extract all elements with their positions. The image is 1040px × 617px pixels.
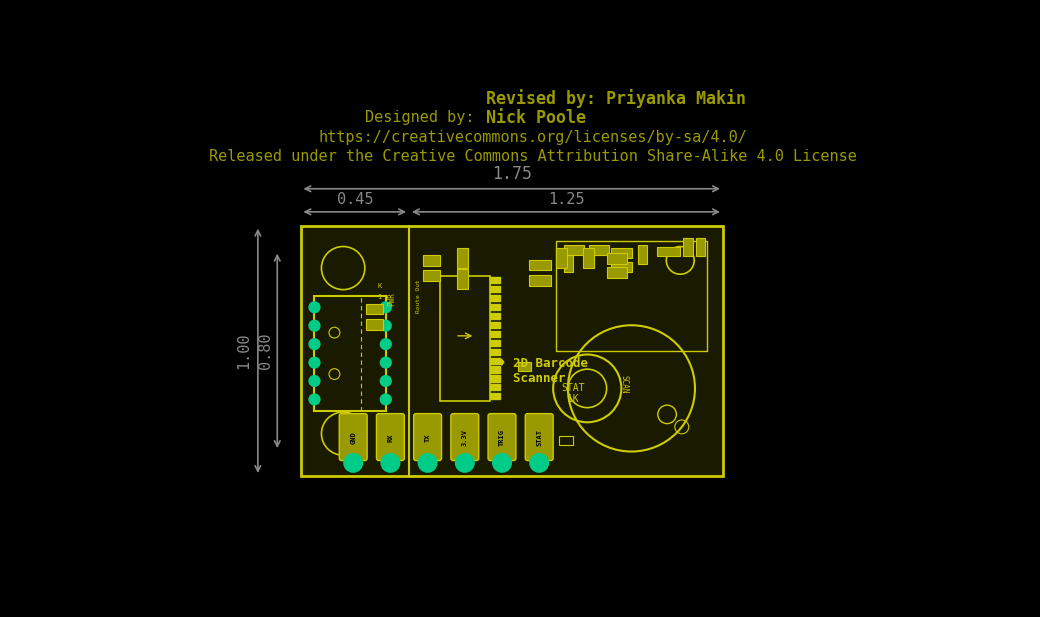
Bar <box>683 238 693 256</box>
Circle shape <box>309 320 320 331</box>
Bar <box>491 384 499 391</box>
Circle shape <box>381 394 391 405</box>
Bar <box>491 357 499 363</box>
Text: Route Out: Route Out <box>416 279 421 313</box>
Bar <box>491 295 499 301</box>
Text: TX: TX <box>424 433 431 442</box>
Text: Nick Poole: Nick Poole <box>487 109 587 127</box>
Text: 3.3V: 3.3V <box>462 429 468 446</box>
Text: GND: GND <box>350 431 357 444</box>
Bar <box>606 267 627 278</box>
Text: Revised by: Priyanka Makin: Revised by: Priyanka Makin <box>487 89 747 108</box>
Circle shape <box>381 453 399 472</box>
Bar <box>423 255 440 266</box>
Text: 1: 1 <box>378 294 382 300</box>
Circle shape <box>309 357 320 368</box>
Text: 0.45: 0.45 <box>337 193 373 207</box>
Bar <box>518 362 531 371</box>
Text: 1.75: 1.75 <box>492 165 531 183</box>
Bar <box>564 246 584 255</box>
Bar <box>491 277 499 283</box>
Bar <box>696 238 705 256</box>
Text: STAT: STAT <box>537 429 542 446</box>
FancyBboxPatch shape <box>376 413 405 460</box>
Circle shape <box>309 376 320 386</box>
Bar <box>556 241 707 351</box>
Text: https://creativecommons.org/licenses/by-sa/4.0/: https://creativecommons.org/licenses/by-… <box>318 130 748 144</box>
Text: RX: RX <box>388 433 393 442</box>
Bar <box>529 260 551 270</box>
Circle shape <box>309 339 320 350</box>
Text: 1.25: 1.25 <box>548 193 584 207</box>
Bar <box>491 340 499 346</box>
Bar <box>638 246 647 264</box>
Text: 0.80: 0.80 <box>258 333 274 369</box>
Bar <box>556 248 567 268</box>
Text: Released under the Creative Commons Attribution Share-Alike 4.0 License: Released under the Creative Commons Attr… <box>209 149 857 164</box>
FancyBboxPatch shape <box>525 413 553 460</box>
Bar <box>610 262 632 271</box>
Circle shape <box>309 394 320 405</box>
Bar <box>491 304 499 310</box>
Bar <box>491 322 499 328</box>
Bar <box>491 366 499 373</box>
Circle shape <box>418 453 437 472</box>
Bar <box>491 375 499 381</box>
Text: SCAN: SCAN <box>620 375 629 393</box>
Circle shape <box>381 376 391 386</box>
Circle shape <box>381 339 391 350</box>
Circle shape <box>381 320 391 331</box>
Text: 1.00: 1.00 <box>237 333 252 369</box>
FancyBboxPatch shape <box>414 413 442 460</box>
FancyBboxPatch shape <box>451 413 478 460</box>
Bar <box>529 275 551 286</box>
Bar <box>491 331 499 337</box>
Bar <box>366 319 384 329</box>
Bar <box>491 286 499 292</box>
Bar <box>301 226 723 476</box>
Bar <box>457 248 468 268</box>
Bar <box>457 269 468 289</box>
Text: PWR: PWR <box>388 292 396 306</box>
Bar <box>491 313 499 319</box>
Bar <box>560 436 573 445</box>
Circle shape <box>381 302 391 313</box>
Bar <box>657 247 680 256</box>
Circle shape <box>456 453 474 472</box>
Bar <box>564 255 573 271</box>
Bar <box>583 248 594 268</box>
Bar <box>491 393 499 399</box>
FancyBboxPatch shape <box>488 413 516 460</box>
Circle shape <box>530 453 548 472</box>
Bar <box>314 296 386 411</box>
Bar <box>610 249 632 258</box>
Text: Designed by:: Designed by: <box>365 110 475 125</box>
Text: K: K <box>378 283 382 289</box>
Circle shape <box>493 453 512 472</box>
Circle shape <box>344 453 363 472</box>
Text: STAT
 1K: STAT 1K <box>561 383 584 404</box>
Bar <box>423 270 440 281</box>
Bar <box>589 246 609 255</box>
Bar <box>440 276 491 401</box>
Bar <box>366 304 384 314</box>
Circle shape <box>309 302 320 313</box>
FancyBboxPatch shape <box>339 413 367 460</box>
Circle shape <box>381 357 391 368</box>
Bar <box>491 349 499 355</box>
Text: TRIG: TRIG <box>499 429 505 446</box>
Bar <box>606 254 627 264</box>
Text: ♦ 2D Barcode
  Scanner: ♦ 2D Barcode Scanner <box>498 357 589 385</box>
